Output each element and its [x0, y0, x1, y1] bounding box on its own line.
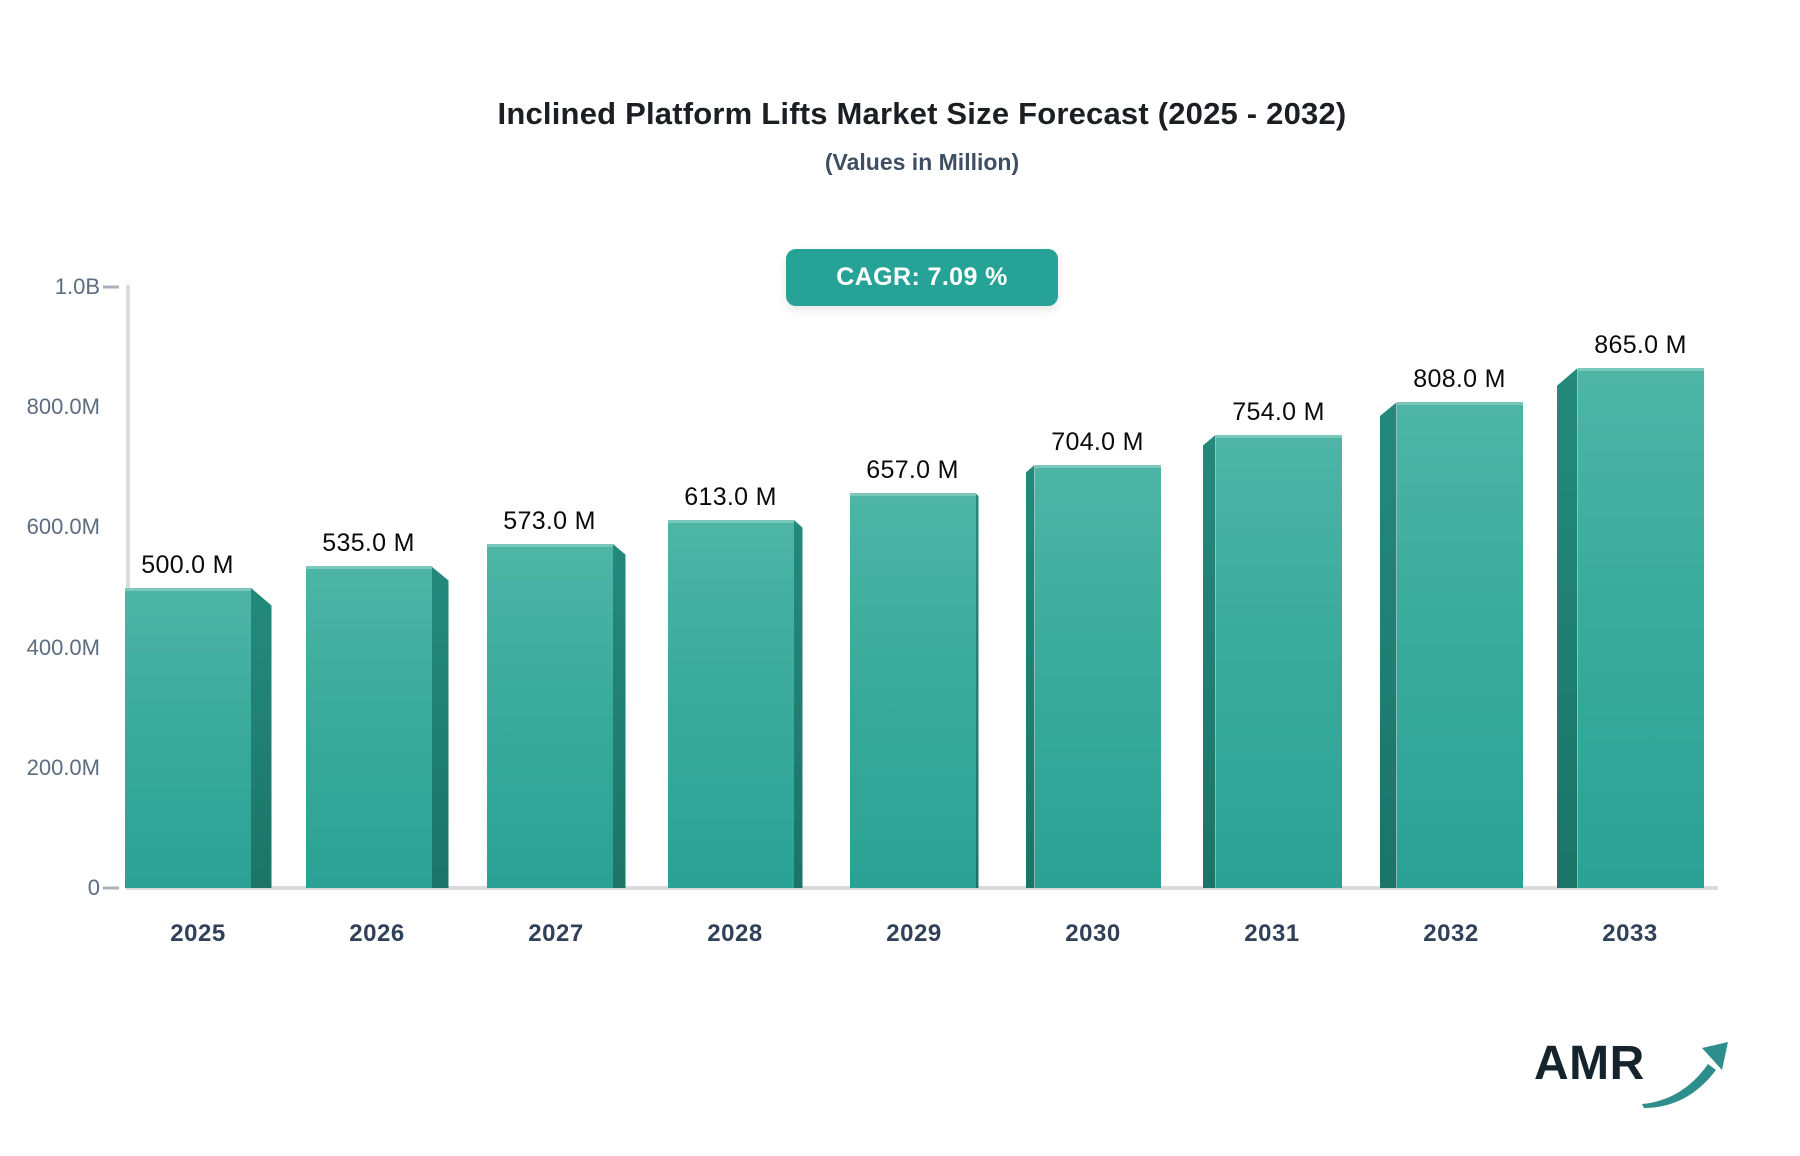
bar-side-panel-2032	[1379, 402, 1397, 888]
bar-2030	[1034, 464, 1161, 888]
x-axis-label-2030: 2030	[1065, 920, 1121, 947]
y-tick-label: 1.0B	[54, 274, 100, 299]
bar-value-label: 704.0 M	[1051, 427, 1144, 456]
x-axis-label-2031: 2031	[1244, 920, 1300, 947]
x-axis-label-2026: 2026	[349, 920, 405, 947]
bar-side-panel-2033	[1556, 368, 1578, 888]
x-axis-label-2025: 2025	[170, 920, 226, 947]
x-axis-label-2028: 2028	[707, 920, 763, 947]
bar-side-panel-2029	[975, 493, 979, 888]
chart-title: Inclined Platform Lifts Market Size Fore…	[497, 96, 1347, 131]
cagr-badge: CAGR: 7.09 %	[786, 249, 1058, 306]
bar-2025	[124, 587, 251, 888]
y-tick-label: 0	[87, 875, 100, 900]
y-tick-label: 600.0M	[26, 514, 100, 540]
bar-value-label: 865.0 M	[1594, 331, 1687, 360]
bar-value-label: 573.0 M	[503, 506, 596, 535]
brand-logo: AMR	[1520, 1030, 1740, 1120]
bar-2026	[305, 566, 432, 888]
x-axis-label-2033: 2033	[1602, 920, 1658, 947]
bar-2027	[486, 543, 613, 888]
bar-side-panel-2031	[1202, 434, 1216, 888]
brand-logo-text: AMR	[1534, 1037, 1645, 1090]
y-tick-label: 400.0M	[26, 634, 100, 660]
bar-2031	[1215, 434, 1342, 888]
bar-2028	[667, 519, 794, 888]
x-axis-label-2029: 2029	[886, 920, 942, 947]
bar-side-panel-2026	[431, 566, 449, 888]
bar-side-panel-2030	[1025, 464, 1035, 888]
bar-side-panel-2025	[250, 587, 272, 888]
y-tick-label: 800.0M	[26, 394, 100, 420]
chart-subtitle: (Values in Million)	[824, 149, 1020, 175]
bar-side-panel-2028	[793, 519, 803, 888]
bar-value-label: 754.0 M	[1232, 397, 1325, 426]
cagr-badge-label: CAGR: 7.09 %	[836, 263, 1008, 291]
y-tick-dash	[103, 886, 119, 890]
bar-value-label: 657.0 M	[866, 456, 959, 485]
bar-2032	[1396, 402, 1523, 888]
bar-2033	[1577, 368, 1704, 888]
bar-value-label: 535.0 M	[322, 529, 415, 558]
y-tick-label: 200.0M	[26, 754, 100, 780]
growth-arrow-icon	[1642, 1042, 1728, 1108]
x-axis-label-2027: 2027	[528, 920, 584, 947]
y-tick-dash	[103, 285, 119, 289]
bar-side-panel-2027	[612, 543, 626, 888]
x-axis-baseline	[126, 886, 1718, 890]
bar-value-label: 500.0 M	[141, 550, 234, 579]
x-axis-label-2032: 2032	[1423, 920, 1479, 947]
bar-value-label: 808.0 M	[1413, 365, 1506, 394]
bar-value-label: 613.0 M	[684, 482, 777, 511]
bar-2029	[849, 493, 976, 888]
